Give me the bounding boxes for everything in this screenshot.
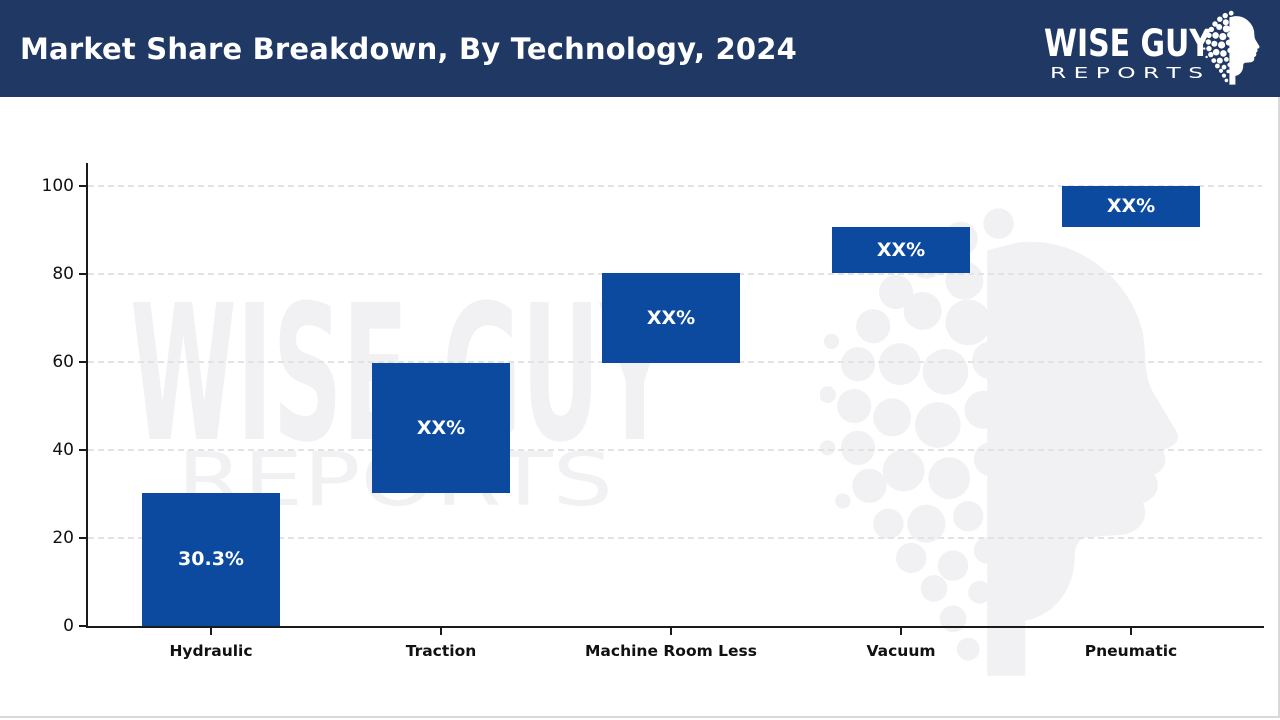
gridline: [88, 449, 1262, 451]
y-tick-label: 0: [63, 616, 74, 636]
wise-guy-reports-logo: WISE GUY R E P O R T S: [1044, 10, 1260, 85]
bottom-edge-line: [0, 716, 1280, 718]
x-tick-mark: [210, 628, 212, 635]
header-bar: Market Share Breakdown, By Technology, 2…: [0, 0, 1280, 97]
y-tick-label: 80: [52, 264, 74, 284]
y-tick-label: 60: [52, 352, 74, 372]
logo-brand-text: WISE GUY: [1044, 22, 1212, 65]
gridline: [88, 185, 1262, 187]
bar-hydraulic: 30.3%: [142, 492, 280, 626]
x-category-label: Traction: [405, 642, 477, 660]
y-axis-line: [86, 163, 88, 628]
watermark-face-icon: [820, 208, 1179, 676]
x-tick-mark: [900, 628, 902, 635]
y-tick-mark: [79, 537, 87, 539]
y-tick-label: 40: [52, 440, 74, 460]
right-edge-line: [1278, 97, 1280, 718]
bar-value-label: XX%: [876, 238, 926, 261]
page-title: Market Share Breakdown, By Technology, 2…: [20, 31, 798, 66]
bar-value-label: 30.3%: [178, 548, 244, 571]
bar-traction: XX%: [372, 362, 510, 493]
gridline: [88, 537, 1262, 539]
bar-value-label: XX%: [646, 306, 696, 329]
bar-machine-room-less: XX%: [602, 272, 740, 363]
x-tick-mark: [440, 628, 442, 635]
bar-value-label: XX%: [1106, 195, 1156, 218]
y-tick-mark: [79, 185, 87, 187]
bar-vacuum: XX%: [832, 226, 970, 273]
x-tick-mark: [1130, 628, 1132, 635]
x-category-label: Hydraulic: [169, 642, 253, 660]
bar-value-label: XX%: [416, 416, 466, 439]
x-axis-line: [86, 626, 1264, 628]
y-tick-mark: [79, 361, 87, 363]
x-category-label: Vacuum: [866, 642, 936, 660]
x-category-label: Machine Room Less: [585, 642, 757, 660]
y-tick-mark: [79, 625, 87, 627]
logo-sub-text: R E P O R T S: [1050, 64, 1203, 82]
y-tick-label: 20: [52, 528, 74, 548]
y-tick-label: 100: [41, 176, 74, 196]
y-tick-mark: [79, 449, 87, 451]
y-tick-mark: [79, 273, 87, 275]
bar-pneumatic: XX%: [1062, 186, 1200, 227]
logo-face-icon: [1203, 10, 1260, 85]
x-category-label: Pneumatic: [1084, 642, 1178, 660]
x-tick-mark: [670, 628, 672, 635]
